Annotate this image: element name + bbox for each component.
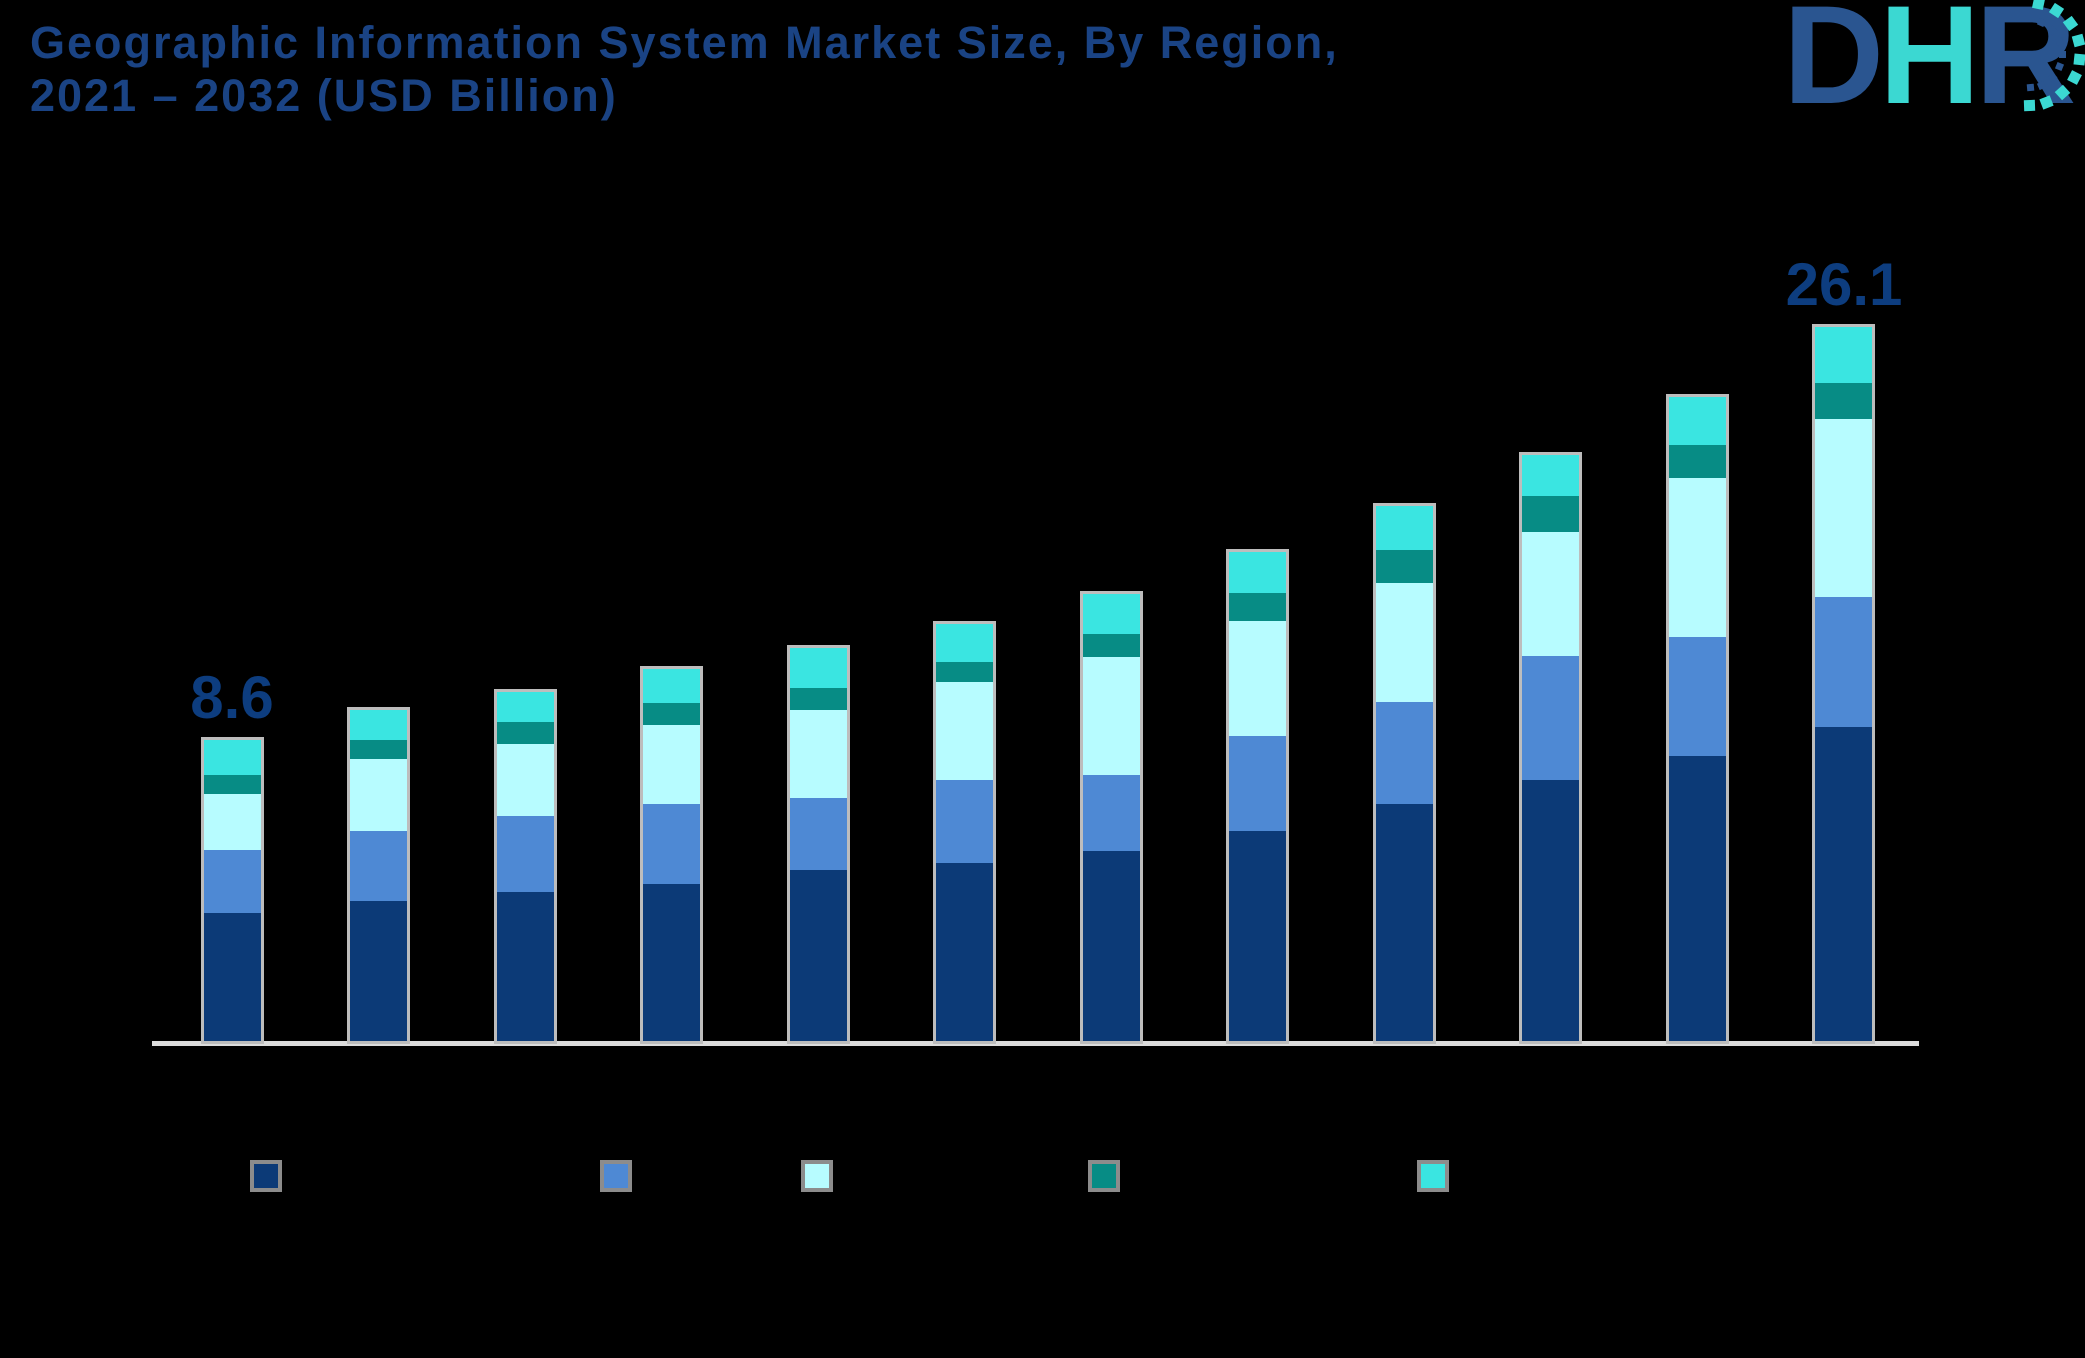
- bar-total-label-2021: 8.6: [190, 664, 274, 731]
- bar-group-2021: [201, 737, 264, 1044]
- bar-segment-series-2-blue-2024: [643, 804, 700, 884]
- bar-segment-series-5-turquoise-2021: [204, 740, 261, 775]
- bar-total-label-2032: 26.1: [1785, 251, 1903, 318]
- bar-group-2031: [1666, 394, 1729, 1044]
- bar-segment-series-2-blue-2021: [204, 850, 261, 913]
- logo-dot: [2071, 33, 2085, 48]
- x-axis-line: [152, 1041, 1919, 1046]
- bar-segment-series-5-turquoise-2029: [1376, 506, 1433, 550]
- bar-segment-series-5-turquoise-2031: [1669, 397, 1726, 445]
- bar-segment-series-2-blue-2026: [936, 780, 993, 863]
- bar-segment-series-3-pale-cyan-2029: [1376, 583, 1433, 702]
- bar-segment-series-4-teal-2029: [1376, 550, 1433, 583]
- bar-segment-series-1-navy-2031: [1669, 756, 1726, 1041]
- bar-segment-series-1-navy-2025: [790, 870, 847, 1041]
- bar-segment-series-5-turquoise-2032: [1815, 327, 1872, 383]
- bar-segment-series-3-pale-cyan-2024: [643, 725, 700, 804]
- legend-swatch-series-4-teal: [1088, 1160, 1120, 1192]
- logo-dot: [2026, 83, 2035, 92]
- bar-segment-series-3-pale-cyan-2021: [204, 794, 261, 850]
- bar-group-2028: [1226, 549, 1289, 1044]
- bar-segment-series-3-pale-cyan-2031: [1669, 478, 1726, 637]
- bar-segment-series-1-navy-2026: [936, 863, 993, 1041]
- bar-segment-series-3-pale-cyan-2026: [936, 682, 993, 780]
- logo-dot: [2073, 53, 2085, 66]
- bar-segment-series-3-pale-cyan-2023: [497, 744, 554, 816]
- bar-segment-series-2-blue-2030: [1522, 656, 1579, 780]
- bar-segment-series-2-blue-2022: [350, 831, 407, 901]
- bar-group-2024: [640, 666, 703, 1044]
- bar-segment-series-2-blue-2031: [1669, 637, 1726, 756]
- bar-segment-series-3-pale-cyan-2025: [790, 710, 847, 798]
- bar-segment-series-3-pale-cyan-2027: [1083, 657, 1140, 775]
- bar-segment-series-4-teal-2023: [497, 722, 554, 744]
- logo-letter-h: H: [1879, 0, 1980, 133]
- bar-segment-series-2-blue-2023: [497, 816, 554, 892]
- bar-segment-series-1-navy-2032: [1815, 727, 1872, 1041]
- chart-title-line-2: 2021 – 2032 (USD Billion): [30, 70, 618, 121]
- bar-segment-series-1-navy-2022: [350, 901, 407, 1041]
- bar-segment-series-4-teal-2022: [350, 740, 407, 759]
- bar-segment-series-5-turquoise-2025: [790, 648, 847, 688]
- bar-group-2026: [933, 621, 996, 1044]
- bar-group-2029: [1373, 503, 1436, 1044]
- dhr-logo: DHR: [1783, 0, 2085, 149]
- bar-segment-series-1-navy-2021: [204, 913, 261, 1041]
- legend-swatch-series-5-turquoise: [1417, 1160, 1449, 1192]
- bar-group-2022: [347, 707, 410, 1044]
- bar-segment-series-1-navy-2028: [1229, 831, 1286, 1041]
- bar-segment-series-3-pale-cyan-2028: [1229, 621, 1286, 736]
- legend-swatch-series-3-pale-cyan: [801, 1160, 833, 1192]
- chart-title: Geographic Information System Market Siz…: [30, 16, 1339, 122]
- bar-group-2025: [787, 645, 850, 1044]
- bar-segment-series-4-teal-2021: [204, 775, 261, 794]
- bar-segment-series-4-teal-2028: [1229, 593, 1286, 621]
- bar-group-2027: [1080, 591, 1143, 1044]
- bar-group-2032: [1812, 324, 1875, 1044]
- bar-segment-series-5-turquoise-2024: [643, 669, 700, 703]
- bar-group-2030: [1519, 452, 1582, 1044]
- bar-group-2023: [494, 689, 557, 1044]
- legend-swatch-series-1-navy: [250, 1160, 282, 1192]
- bar-segment-series-4-teal-2032: [1815, 383, 1872, 419]
- bar-segment-series-4-teal-2027: [1083, 634, 1140, 657]
- bar-segment-series-3-pale-cyan-2022: [350, 759, 407, 831]
- bar-segment-series-1-navy-2027: [1083, 851, 1140, 1041]
- bar-segment-series-5-turquoise-2027: [1083, 594, 1140, 634]
- bar-segment-series-5-turquoise-2026: [936, 624, 993, 662]
- bar-segment-series-4-teal-2024: [643, 703, 700, 725]
- bar-segment-series-1-navy-2030: [1522, 780, 1579, 1041]
- bar-segment-series-5-turquoise-2028: [1229, 552, 1286, 593]
- chart-title-line-1: Geographic Information System Market Siz…: [30, 17, 1339, 68]
- legend-swatch-series-2-blue: [600, 1160, 632, 1192]
- logo-dot: [2059, 51, 2066, 58]
- bar-segment-series-2-blue-2029: [1376, 702, 1433, 804]
- logo-letter-d: D: [1783, 0, 1884, 133]
- bar-segment-series-2-blue-2027: [1083, 775, 1140, 851]
- bar-segment-series-4-teal-2025: [790, 688, 847, 710]
- bar-segment-series-1-navy-2029: [1376, 804, 1433, 1041]
- bar-segment-series-4-teal-2031: [1669, 445, 1726, 478]
- bar-segment-series-5-turquoise-2023: [497, 692, 554, 722]
- bar-segment-series-3-pale-cyan-2032: [1815, 419, 1872, 597]
- bar-segment-series-2-blue-2028: [1229, 736, 1286, 831]
- bar-segment-series-5-turquoise-2022: [350, 710, 407, 740]
- bar-segment-series-2-blue-2032: [1815, 597, 1872, 727]
- bar-segment-series-1-navy-2024: [643, 884, 700, 1041]
- logo-dot: [2023, 99, 2036, 112]
- bar-segment-series-5-turquoise-2030: [1522, 455, 1579, 496]
- bar-segment-series-1-navy-2023: [497, 892, 554, 1041]
- bar-segment-series-4-teal-2030: [1522, 496, 1579, 532]
- bar-segment-series-3-pale-cyan-2030: [1522, 532, 1579, 656]
- bar-segment-series-2-blue-2025: [790, 798, 847, 870]
- bar-segment-series-4-teal-2026: [936, 662, 993, 682]
